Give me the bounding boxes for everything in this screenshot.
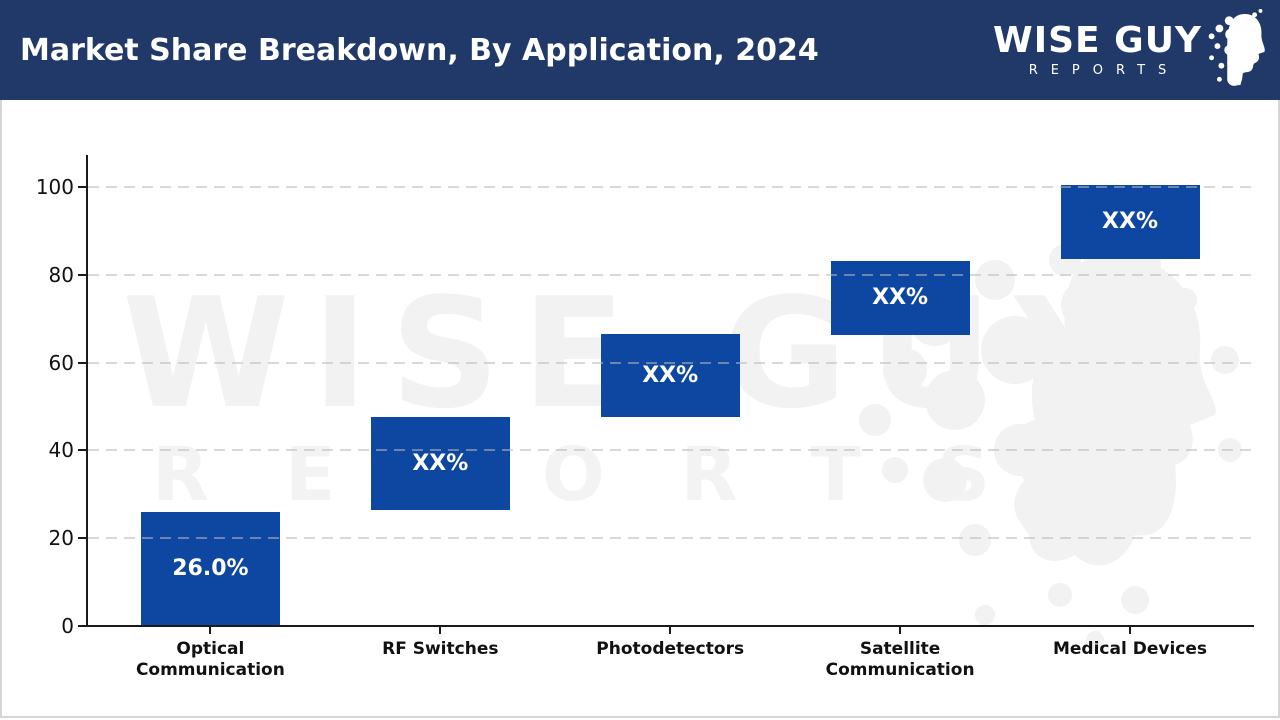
- y-axis-tick: [78, 537, 86, 540]
- bar-value-label: 26.0%: [172, 556, 249, 582]
- y-axis-tick-label: 80: [48, 262, 74, 287]
- x-axis-line: [86, 625, 1254, 627]
- x-axis-category-label: Photodetectors: [596, 639, 745, 659]
- x-axis-category-label: Optical Communication: [135, 639, 285, 680]
- y-axis-tick: [78, 449, 86, 452]
- x-axis-tick: [439, 627, 442, 634]
- bar-value-label: XX%: [872, 285, 929, 311]
- y-axis-tick-label: 0: [61, 614, 74, 638]
- chart-title: Market Share Breakdown, By Application, …: [20, 32, 819, 68]
- y-axis-tick-label: 100: [35, 175, 74, 199]
- bar-value-label: XX%: [1102, 209, 1158, 235]
- brand-wordmark: WISE GUY: [992, 19, 1202, 61]
- bar: XX%: [600, 334, 740, 417]
- frame-border-left: [0, 100, 2, 718]
- bar: XX%: [1060, 185, 1200, 259]
- gridline: [88, 537, 1252, 540]
- x-axis-tick: [209, 627, 212, 634]
- bar: XX%: [370, 417, 510, 511]
- brand-head-icon: [1208, 8, 1265, 86]
- y-axis-tick: [78, 186, 86, 188]
- y-axis-tick: [78, 273, 86, 276]
- brand-logo-text: WISE GUY REPORTS: [992, 19, 1202, 78]
- frame-border-bottom: [0, 716, 1280, 718]
- bar: XX%: [830, 260, 970, 335]
- bar-value-label: XX%: [642, 362, 699, 388]
- gridline: [88, 449, 1252, 452]
- y-axis-tick: [78, 361, 86, 364]
- bar-value-label: XX%: [412, 451, 469, 477]
- frame-border-right: [1278, 100, 1280, 718]
- gridline: [88, 361, 1252, 364]
- y-axis-tick: [78, 625, 86, 627]
- brand-subtext: REPORTS: [1028, 62, 1180, 78]
- y-axis-tick-label: 40: [48, 438, 74, 463]
- gridline: [88, 186, 1252, 188]
- header: Market Share Breakdown, By Application, …: [0, 0, 1280, 100]
- y-axis-tick-label: 60: [48, 350, 74, 375]
- bar: 26.0%: [140, 511, 280, 626]
- y-axis-line: [86, 155, 88, 627]
- x-axis-tick: [899, 627, 902, 634]
- y-axis-tick-label: 20: [48, 526, 74, 551]
- gridline: [88, 273, 1252, 276]
- brand-logo: WISE GUY REPORTS: [993, 7, 1270, 93]
- x-axis-category-label: Medical Devices: [1052, 639, 1207, 659]
- x-axis-category-label: Satellite Communication: [825, 639, 975, 680]
- x-axis-tick: [669, 627, 672, 634]
- x-axis-category-label: RF Switches: [382, 639, 499, 659]
- x-axis-tick: [1129, 627, 1131, 634]
